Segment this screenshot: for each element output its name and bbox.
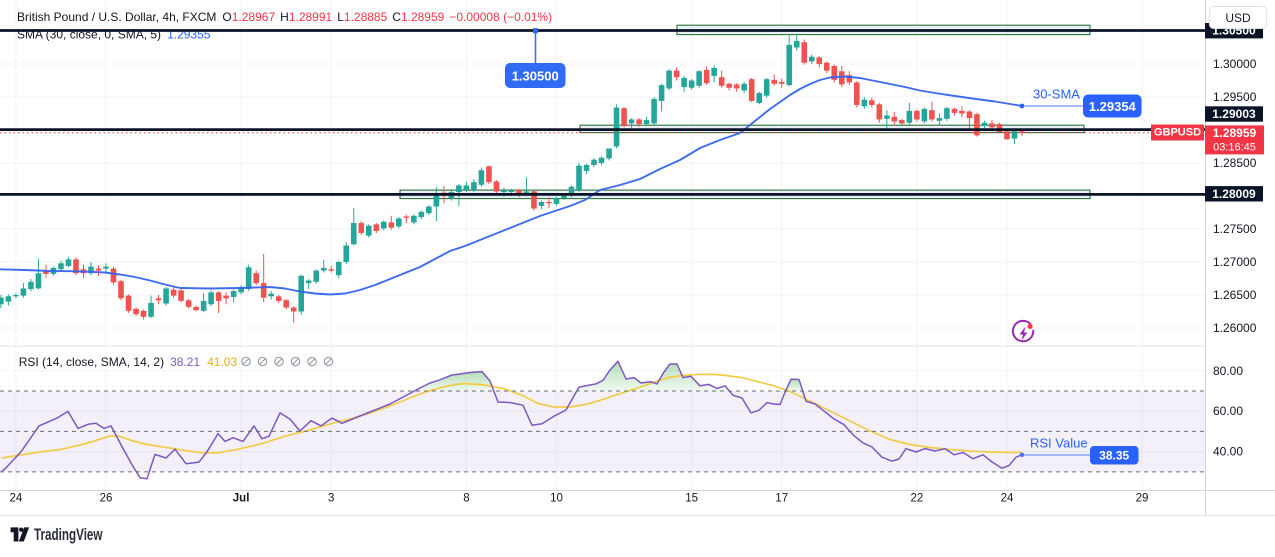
svg-text:1.26000: 1.26000 bbox=[1213, 321, 1257, 335]
svg-text:17: 17 bbox=[775, 493, 788, 505]
svg-text:26: 26 bbox=[100, 493, 113, 505]
svg-text:RSI Value: RSI Value bbox=[1030, 436, 1088, 451]
svg-text:03:16:45: 03:16:45 bbox=[1213, 142, 1256, 154]
svg-text:GBPUSD: GBPUSD bbox=[1154, 127, 1201, 139]
svg-text:1.30000: 1.30000 bbox=[1213, 57, 1257, 71]
svg-text:USD: USD bbox=[1225, 11, 1251, 25]
svg-text:40.00: 40.00 bbox=[1213, 445, 1243, 459]
svg-text:30-SMA: 30-SMA bbox=[1033, 87, 1080, 102]
svg-text:1.27500: 1.27500 bbox=[1213, 222, 1257, 236]
svg-text:24: 24 bbox=[1001, 493, 1014, 505]
svg-text:1.29003: 1.29003 bbox=[1212, 107, 1256, 121]
svg-text:60.00: 60.00 bbox=[1213, 404, 1243, 418]
svg-text:8: 8 bbox=[463, 493, 469, 505]
svg-text:1.27000: 1.27000 bbox=[1213, 255, 1257, 269]
svg-text:38.35: 38.35 bbox=[1099, 449, 1129, 463]
svg-text:1.29354: 1.29354 bbox=[1089, 99, 1137, 114]
svg-text:80.00: 80.00 bbox=[1213, 364, 1243, 378]
svg-text:1.30500: 1.30500 bbox=[512, 69, 559, 84]
svg-text:3: 3 bbox=[328, 493, 334, 505]
svg-text:22: 22 bbox=[911, 493, 924, 505]
svg-text:15: 15 bbox=[685, 493, 698, 505]
svg-text:29: 29 bbox=[1136, 493, 1149, 505]
svg-text:24: 24 bbox=[10, 493, 23, 505]
svg-text:10: 10 bbox=[550, 493, 563, 505]
svg-text:1.29500: 1.29500 bbox=[1213, 90, 1257, 104]
svg-text:TradingView: TradingView bbox=[34, 525, 103, 544]
svg-text:1.28500: 1.28500 bbox=[1213, 156, 1257, 170]
svg-text:1.28959: 1.28959 bbox=[1213, 126, 1257, 140]
svg-text:British Pound / U.S. Dollar, 4: British Pound / U.S. Dollar, 4h, FXCM O1.… bbox=[17, 10, 552, 24]
svg-text:1.28009: 1.28009 bbox=[1212, 187, 1256, 201]
svg-text:Jul: Jul bbox=[233, 493, 250, 505]
svg-text:RSI (14, close, SMA, 14, 2)38.: RSI (14, close, SMA, 14, 2) 38.21 41.03 bbox=[19, 355, 238, 369]
svg-text:1.26500: 1.26500 bbox=[1213, 288, 1257, 302]
